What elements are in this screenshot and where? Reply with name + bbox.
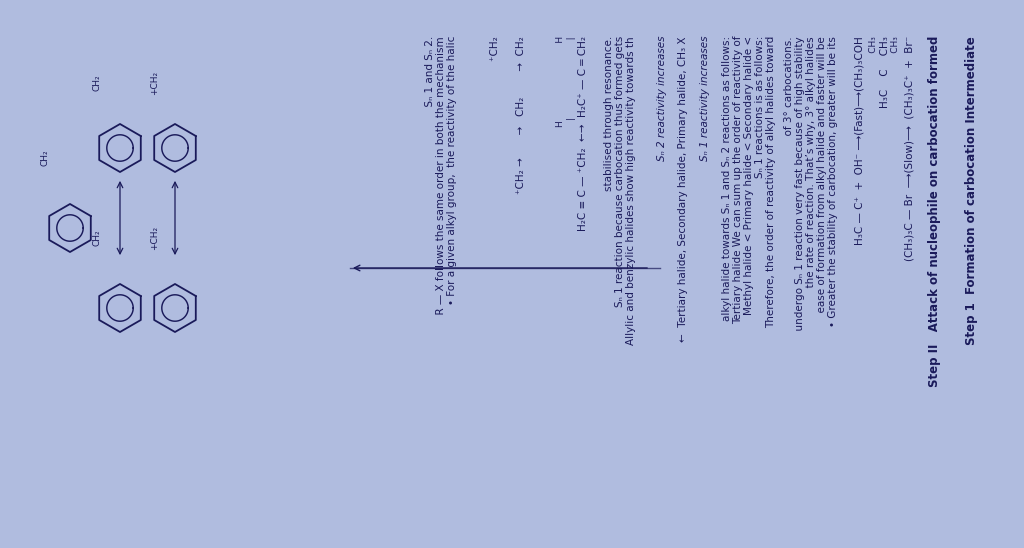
Text: • Greater the stability of carbocation, greater will be its: • Greater the stability of carbocation, … <box>828 36 838 327</box>
Text: Sₙ 1 reactions is as follows:: Sₙ 1 reactions is as follows: <box>755 36 765 179</box>
Text: of 3° carbocations.: of 3° carbocations. <box>784 36 794 141</box>
Text: • For a given alkyl group,  the reactivity of the halic: • For a given alkyl group, the reactivit… <box>447 36 457 305</box>
Text: CH₂: CH₂ <box>92 230 101 246</box>
Text: ⁺CH₂ →       →   CH₂        →  CH₂: ⁺CH₂ → → CH₂ → CH₂ <box>516 36 526 194</box>
Text: Sₙ 1 reaction because carbocation thus formed gets: Sₙ 1 reaction because carbocation thus f… <box>615 36 625 307</box>
Text: Sₙ 1 and Sₙ 2.: Sₙ 1 and Sₙ 2. <box>425 36 435 113</box>
Text: (CH₃)₃C — Br  ⟶(Slow)⟶  (CH₃)₃C⁺  +  Br⁻: (CH₃)₃C — Br ⟶(Slow)⟶ (CH₃)₃C⁺ + Br⁻ <box>905 36 915 261</box>
Text: R — X follows the same order in both the mechanism: R — X follows the same order in both the… <box>436 36 446 321</box>
Text: H₃C    C    CH₃: H₃C C CH₃ <box>880 36 890 108</box>
Text: +CH₂: +CH₂ <box>151 226 160 250</box>
Text: H₂C ≡ C — ⁺CH₂  ←→  H₂C⁺ — C ═ CH₂: H₂C ≡ C — ⁺CH₂ ←→ H₂C⁺ — C ═ CH₂ <box>578 36 588 231</box>
Text: H₃C — C⁺  +  OH⁻ ⟶(Fast)⟶(CH₃)₃COH: H₃C — C⁺ + OH⁻ ⟶(Fast)⟶(CH₃)₃COH <box>855 36 865 245</box>
Text: Sₙ 1 reactivity increases: Sₙ 1 reactivity increases <box>700 36 710 226</box>
Text: ease of formation from alkyl halide and faster will be: ease of formation from alkyl halide and … <box>817 36 827 319</box>
Text: Tertiary halide We can sum up the order of reactivity of: Tertiary halide We can sum up the order … <box>733 36 743 324</box>
Text: Methyl halide < Primary halide < Secondary halide <: Methyl halide < Primary halide < Seconda… <box>744 36 754 315</box>
Text: CH₂: CH₂ <box>41 150 49 166</box>
Text: Sₙ 2 reactivity increases: Sₙ 2 reactivity increases <box>657 36 667 226</box>
Text: ←  Tertiary halide, Secondary halide, Primary halide, CH₃ X: ← Tertiary halide, Secondary halide, Pri… <box>678 36 688 341</box>
Text: undergo Sₙ 1 reaction very fast because of high stability: undergo Sₙ 1 reaction very fast because … <box>795 36 805 336</box>
Text: H                           H: H H <box>556 36 565 150</box>
Text: CH₃: CH₃ <box>869 36 878 93</box>
Text: Allylic and benzylic halides show high reactivity towards th: Allylic and benzylic halides show high r… <box>626 36 636 345</box>
Text: |                           |: | | <box>567 36 575 142</box>
Text: stabilised through resonance.: stabilised through resonance. <box>604 36 614 191</box>
Text: Therefore, the order of reactivity of alkyl halides toward: Therefore, the order of reactivity of al… <box>766 36 776 328</box>
Text: the rate of reaction. That’s why, 3° alkyl halides: the rate of reaction. That’s why, 3° alk… <box>806 36 816 294</box>
Text: ⁺CH₂: ⁺CH₂ <box>490 36 500 178</box>
Text: Step 1  Formation of carbocation Intermediate: Step 1 Formation of carbocation Intermed… <box>965 36 978 345</box>
Text: CH₃: CH₃ <box>891 36 900 93</box>
Text: CH₂: CH₂ <box>92 75 101 92</box>
Text: +CH₂: +CH₂ <box>151 71 160 95</box>
Text: Step II   Attack of nucleophile on carbocation formed: Step II Attack of nucleophile on carboca… <box>928 36 941 387</box>
Text: alkyl halide towards Sₙ 1 and Sₙ 2 reactions as follows:: alkyl halide towards Sₙ 1 and Sₙ 2 react… <box>722 36 732 321</box>
